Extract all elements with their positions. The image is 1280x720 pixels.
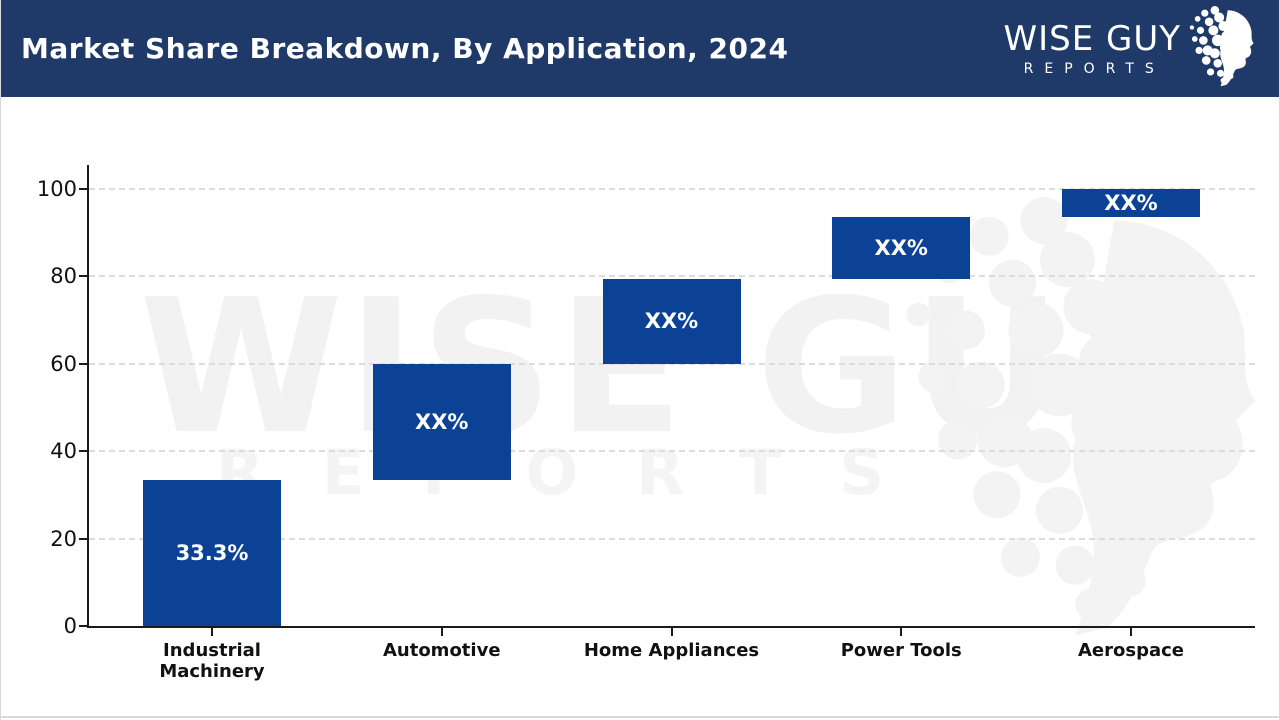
gridline-20 (89, 537, 1255, 540)
y-tick-label-40: 40 (50, 439, 77, 463)
bar-value-label-home-appliances: XX% (644, 309, 699, 334)
y-tick-label-80: 80 (50, 264, 77, 288)
x-tick-power-tools (900, 628, 903, 636)
brand-text: WISE GUY REPORTS (1003, 22, 1181, 76)
chart-area: WISE GUY REPORTS 0 20 40 60 80 100 33.3% Indust… (1, 97, 1279, 718)
wiseguy-head-icon (1189, 5, 1254, 86)
gridline-60 (89, 362, 1255, 365)
bar-value-label-power-tools: XX% (874, 235, 928, 260)
plot: 0 20 40 60 80 100 33.3% Industrial Machinery XX%… (1, 97, 1279, 718)
axis-spine-bottom (87, 626, 1255, 628)
x-tick-automotive (440, 628, 443, 636)
y-tick-label-100: 100 (36, 176, 77, 201)
gridline-80 (89, 275, 1255, 277)
bar-value-label-aerospace: XX% (1104, 190, 1158, 215)
brand-logo: WISE GUY REPORTS (1003, 5, 1265, 92)
y-tick-80 (79, 275, 87, 277)
y-tick-label-20: 20 (50, 526, 77, 551)
bottom-border (1, 716, 1279, 718)
page-title: Market Share Breakdown, By Application, … (21, 32, 789, 65)
x-tick-label-automotive: Automotive (382, 640, 501, 661)
y-tick-40 (79, 450, 87, 452)
x-tick-aerospace (1130, 628, 1132, 636)
y-tick-60 (79, 362, 87, 365)
x-tick-label-power-tools: Power Tools (840, 640, 962, 661)
y-tick-0 (79, 625, 87, 627)
x-tick-label-aerospace: Aerospace (1077, 640, 1184, 661)
x-tick-label-home-appliances: Home Appliances (583, 640, 760, 661)
y-tick-label-0: 0 (63, 614, 77, 638)
y-tick-label-60: 60 (50, 351, 77, 376)
bar-automotive: XX% (372, 363, 511, 481)
brand-sub: REPORTS (1023, 60, 1165, 77)
bar-industrial-machinery: 33.3% (143, 480, 281, 626)
x-tick-home-appliances (670, 628, 673, 636)
header: Market Share Breakdown, By Application, … (1, 0, 1279, 97)
bar-power-tools: XX% (832, 216, 971, 280)
gridline-100 (89, 187, 1255, 190)
axis-spine-left (87, 165, 89, 628)
gridline-40 (89, 450, 1255, 452)
bar-value-label-automotive: XX% (415, 409, 469, 434)
y-tick-100 (79, 187, 87, 190)
watermark-head-icon (906, 197, 1256, 636)
x-tick-industrial-machinery (211, 628, 213, 636)
x-tick-label-industrial-machinery: Industrial Machinery (159, 640, 265, 682)
bar-home-appliances: XX% (602, 279, 741, 364)
y-tick-20 (79, 537, 87, 540)
bar-aerospace: XX% (1062, 188, 1200, 217)
bar-value-label-industrial-machinery: 33.3% (175, 541, 249, 566)
brand-name: WISE GUY (1003, 18, 1181, 59)
